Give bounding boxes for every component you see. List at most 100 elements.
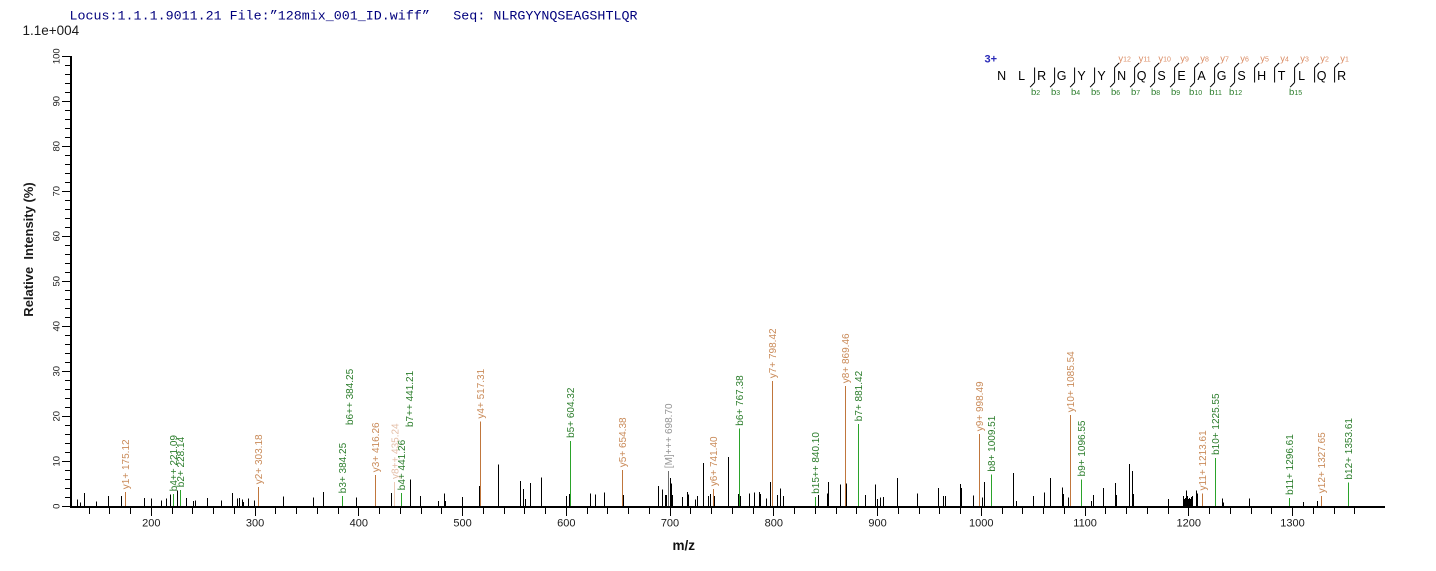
svg-text:L: L: [1018, 69, 1025, 83]
svg-text:b12+ 1353.61: b12+ 1353.61: [1344, 418, 1355, 480]
svg-text:y8++ 435.24: y8++ 435.24: [391, 423, 402, 479]
svg-text:y3+ 416.26: y3+ 416.26: [371, 422, 382, 472]
svg-text:N: N: [1117, 69, 1126, 83]
svg-text:Locus:1.1.1.9011.21 File:”128m: Locus:1.1.1.9011.21 File:”128mix_001_ID.…: [70, 10, 430, 25]
svg-text:y2+ 303.18: y2+ 303.18: [254, 434, 265, 484]
svg-text:y6: y6: [1240, 54, 1249, 65]
svg-text:y7: y7: [1220, 54, 1229, 65]
svg-text:Q: Q: [1317, 69, 1327, 83]
svg-text:y12: y12: [1118, 54, 1131, 65]
svg-text:300: 300: [246, 517, 264, 529]
svg-text:40: 40: [52, 321, 63, 332]
svg-text:b9: b9: [1171, 87, 1180, 98]
svg-text:b6: b6: [1111, 87, 1120, 98]
svg-text:b3: b3: [1051, 87, 1060, 98]
svg-text:y11: y11: [1139, 54, 1151, 65]
svg-text:Q: Q: [1137, 69, 1147, 83]
svg-text:20: 20: [52, 411, 63, 422]
svg-text:500: 500: [453, 517, 471, 529]
svg-text:b6++ 384.25: b6++ 384.25: [345, 368, 356, 425]
svg-text:y9+ 998.49: y9+ 998.49: [975, 381, 986, 431]
svg-text:y4+ 517.31: y4+ 517.31: [476, 368, 487, 418]
svg-text:b11: b11: [1209, 87, 1222, 98]
svg-text:600: 600: [557, 517, 575, 529]
svg-text:800: 800: [765, 517, 783, 529]
svg-text:b2: b2: [1031, 87, 1040, 98]
svg-text:L: L: [1298, 69, 1305, 83]
svg-text:b15: b15: [1289, 87, 1302, 98]
svg-text:E: E: [1177, 69, 1185, 83]
svg-text:70: 70: [52, 186, 63, 197]
svg-text:b7+ 881.42: b7+ 881.42: [854, 370, 865, 421]
svg-text:[M]+++ 698.70: [M]+++ 698.70: [664, 403, 675, 468]
svg-text:m/z: m/z: [673, 538, 696, 553]
svg-text:80: 80: [52, 141, 63, 152]
svg-text:b12: b12: [1229, 87, 1242, 98]
svg-text:200: 200: [142, 517, 160, 529]
svg-text:b15++ 840.10: b15++ 840.10: [811, 432, 822, 494]
svg-text:T: T: [1278, 69, 1286, 83]
svg-text:H: H: [1257, 69, 1266, 83]
svg-text:y6+ 741.40: y6+ 741.40: [709, 436, 720, 486]
svg-text:0: 0: [52, 504, 63, 509]
svg-text:30: 30: [52, 366, 63, 377]
svg-text:b5+ 604.32: b5+ 604.32: [566, 387, 577, 438]
svg-text:b9+ 1096.55: b9+ 1096.55: [1077, 420, 1088, 476]
svg-text:b6+ 767.38: b6+ 767.38: [735, 375, 746, 426]
svg-text:3+: 3+: [985, 54, 998, 66]
svg-text:y1: y1: [1340, 54, 1349, 65]
svg-text:1300: 1300: [1280, 517, 1304, 529]
svg-text:1000: 1000: [969, 517, 993, 529]
svg-text:S: S: [1237, 69, 1245, 83]
svg-text:Y: Y: [1077, 69, 1086, 83]
svg-text:y7+ 798.42: y7+ 798.42: [768, 328, 779, 378]
svg-text:1200: 1200: [1177, 517, 1201, 529]
svg-text:y2: y2: [1320, 54, 1329, 65]
svg-text:y5+ 654.38: y5+ 654.38: [618, 417, 629, 467]
svg-text:b4+ 441.26: b4+ 441.26: [397, 439, 408, 490]
svg-text:y10+ 1085.54: y10+ 1085.54: [1066, 351, 1077, 412]
svg-text:Relative Intensity (%): Relative Intensity (%): [21, 182, 36, 316]
svg-text:y1+ 175.12: y1+ 175.12: [121, 439, 132, 489]
svg-text:700: 700: [661, 517, 679, 529]
svg-text:b8: b8: [1151, 87, 1160, 98]
svg-text:y5: y5: [1260, 54, 1269, 65]
svg-text:b10: b10: [1189, 87, 1202, 98]
svg-text:A: A: [1197, 69, 1206, 83]
svg-text:y9: y9: [1180, 54, 1189, 65]
svg-text:90: 90: [52, 96, 63, 107]
svg-text:N: N: [997, 69, 1006, 83]
svg-text:S: S: [1157, 69, 1165, 83]
svg-text:b4++ 221.09: b4++ 221.09: [169, 435, 180, 492]
svg-text:b4: b4: [1071, 87, 1080, 98]
svg-text:100: 100: [52, 48, 63, 64]
svg-text:b7: b7: [1131, 87, 1140, 98]
svg-text:Y: Y: [1097, 69, 1106, 83]
svg-text:b8+ 1009.51: b8+ 1009.51: [987, 415, 998, 471]
svg-text:1100: 1100: [1073, 517, 1097, 529]
svg-text:y3: y3: [1300, 54, 1309, 65]
svg-text:G: G: [1217, 69, 1227, 83]
svg-text:y8: y8: [1200, 54, 1209, 65]
svg-text:y10: y10: [1158, 54, 1171, 65]
svg-text:900: 900: [868, 517, 886, 529]
svg-text:b11+ 1296.61: b11+ 1296.61: [1285, 434, 1296, 495]
svg-text:1.1e+004: 1.1e+004: [23, 23, 80, 38]
svg-text:Seq: NLRGYYNQSEAGSHTLQR: Seq: NLRGYYNQSEAGSHTLQR: [453, 10, 637, 25]
svg-text:b3+ 384.25: b3+ 384.25: [338, 442, 349, 493]
svg-text:R: R: [1337, 69, 1346, 83]
svg-text:y11+ 1213.61: y11+ 1213.61: [1198, 430, 1209, 491]
svg-text:b10+ 1225.55: b10+ 1225.55: [1211, 393, 1222, 455]
svg-text:y8+ 869.46: y8+ 869.46: [841, 333, 852, 383]
svg-text:50: 50: [52, 276, 63, 287]
svg-text:b2+ 228.14: b2+ 228.14: [176, 436, 187, 487]
svg-text:y4: y4: [1280, 54, 1289, 65]
svg-text:G: G: [1057, 69, 1067, 83]
svg-text:400: 400: [350, 517, 368, 529]
svg-text:y12+ 1327.65: y12+ 1327.65: [1317, 432, 1328, 493]
svg-text:b5: b5: [1091, 87, 1100, 98]
svg-text:b7++ 441.21: b7++ 441.21: [405, 370, 416, 427]
svg-text:60: 60: [52, 231, 63, 242]
svg-text:10: 10: [52, 456, 63, 467]
svg-text:R: R: [1037, 69, 1046, 83]
